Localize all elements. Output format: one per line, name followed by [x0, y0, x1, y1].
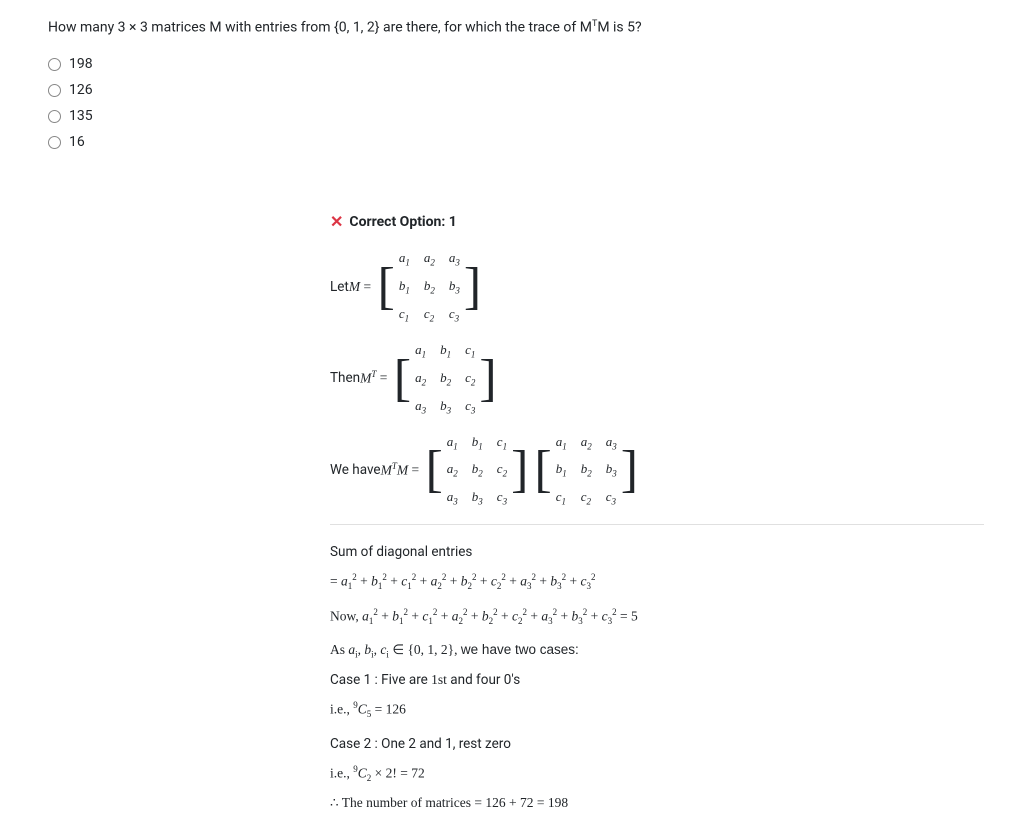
matrix-mt2-body: a1b1c1 a2b2c2 a3b3c3 [447, 431, 507, 511]
then-mt-line: Then MT = [ a1b1c1 a2b2c2 a3b3c3 ] [330, 339, 984, 419]
bracket-left-icon: [ [377, 265, 394, 309]
answer-card: ✕ Correct Option: 1 Let M = [ a1a2a3 b1b… [330, 194, 984, 839]
final-line: ∴ The number of matrices = 126 + 72 = 19… [330, 792, 984, 815]
case2-a: Case 2 : One 2 and 1, rest zero [330, 733, 984, 756]
option-label: 198 [69, 56, 93, 72]
matrix-m2: [ a1a2a3 b1b2b3 c1c2c3 ] [534, 431, 638, 511]
cross-icon: ✕ [330, 212, 343, 231]
wehave-line: We have MTM = [ a1b1c1 a2b2c2 a3b3c3 ] [… [330, 431, 984, 511]
option-label: 135 [69, 108, 93, 124]
option-label: 16 [69, 134, 85, 150]
options-list: 198 126 135 16 [48, 56, 996, 150]
matrix-m: [ a1a2a3 b1b2b3 c1c2c3 ] [377, 247, 481, 327]
radio-icon [48, 58, 61, 71]
case1-b: i.e., 9C5 = 126 [330, 698, 984, 722]
matrix-m-body: a1a2a3 b1b2b3 c1c2c3 [399, 247, 460, 327]
sum-expr: = a12 + b12 + c12 + a22 + b22 + c22 + a3… [330, 570, 984, 594]
option-label: 126 [69, 82, 93, 98]
m-symbol: M [349, 276, 360, 299]
mt-symbol: MT [360, 367, 376, 390]
case2-b: i.e., 9C2 × 2! = 72 [330, 762, 984, 786]
radio-icon [48, 84, 61, 97]
bracket-left-icon: [ [394, 357, 411, 401]
case1-a: Case 1 : Five are 1st and four 0's [330, 669, 984, 692]
equals: = [376, 367, 390, 390]
correct-option-header: ✕ Correct Option: 1 [330, 212, 984, 231]
question-card: How many 3 × 3 matrices M with entries f… [0, 0, 1024, 182]
bracket-right-icon: ] [479, 357, 496, 401]
wehave-label: We have [330, 459, 381, 482]
let-label: Let [330, 276, 349, 299]
option-2[interactable]: 135 [48, 108, 996, 124]
as-line: As ai, bi, ci ∈ {0, 1, 2}, we have two c… [330, 639, 984, 663]
radio-icon [48, 110, 61, 123]
bracket-right-icon: ] [464, 265, 481, 309]
mtm-symbol: MTM [381, 459, 409, 482]
option-3[interactable]: 16 [48, 134, 996, 150]
then-label: Then [330, 367, 360, 390]
option-0[interactable]: 198 [48, 56, 996, 72]
bracket-left-icon: [ [534, 448, 551, 492]
correct-option-label: Correct Option: 1 [349, 214, 456, 230]
option-1[interactable]: 126 [48, 82, 996, 98]
radio-icon [48, 136, 61, 149]
now-expr: Now, a12 + b12 + c12 + a22 + b22 + c22 +… [330, 605, 984, 629]
let-m-line: Let M = [ a1a2a3 b1b2b3 c1c2c3 ] [330, 247, 984, 327]
matrix-mt: [ a1b1c1 a2b2c2 a3b3c3 ] [394, 339, 497, 419]
matrix-mt-body: a1b1c1 a2b2c2 a3b3c3 [415, 339, 475, 419]
equals: = [408, 459, 422, 482]
sum-label: Sum of diagonal entries [330, 541, 984, 564]
matrix-mt2: [ a1b1c1 a2b2c2 a3b3c3 ] [425, 431, 528, 511]
matrix-m2-body: a1a2a3 b1b2b3 c1c2c3 [556, 431, 617, 511]
divider [330, 524, 984, 525]
question-text: How many 3 × 3 matrices M with entries f… [48, 18, 996, 38]
equals: = [360, 276, 374, 299]
bracket-right-icon: ] [621, 448, 638, 492]
bracket-right-icon: ] [511, 448, 528, 492]
bracket-left-icon: [ [425, 448, 442, 492]
